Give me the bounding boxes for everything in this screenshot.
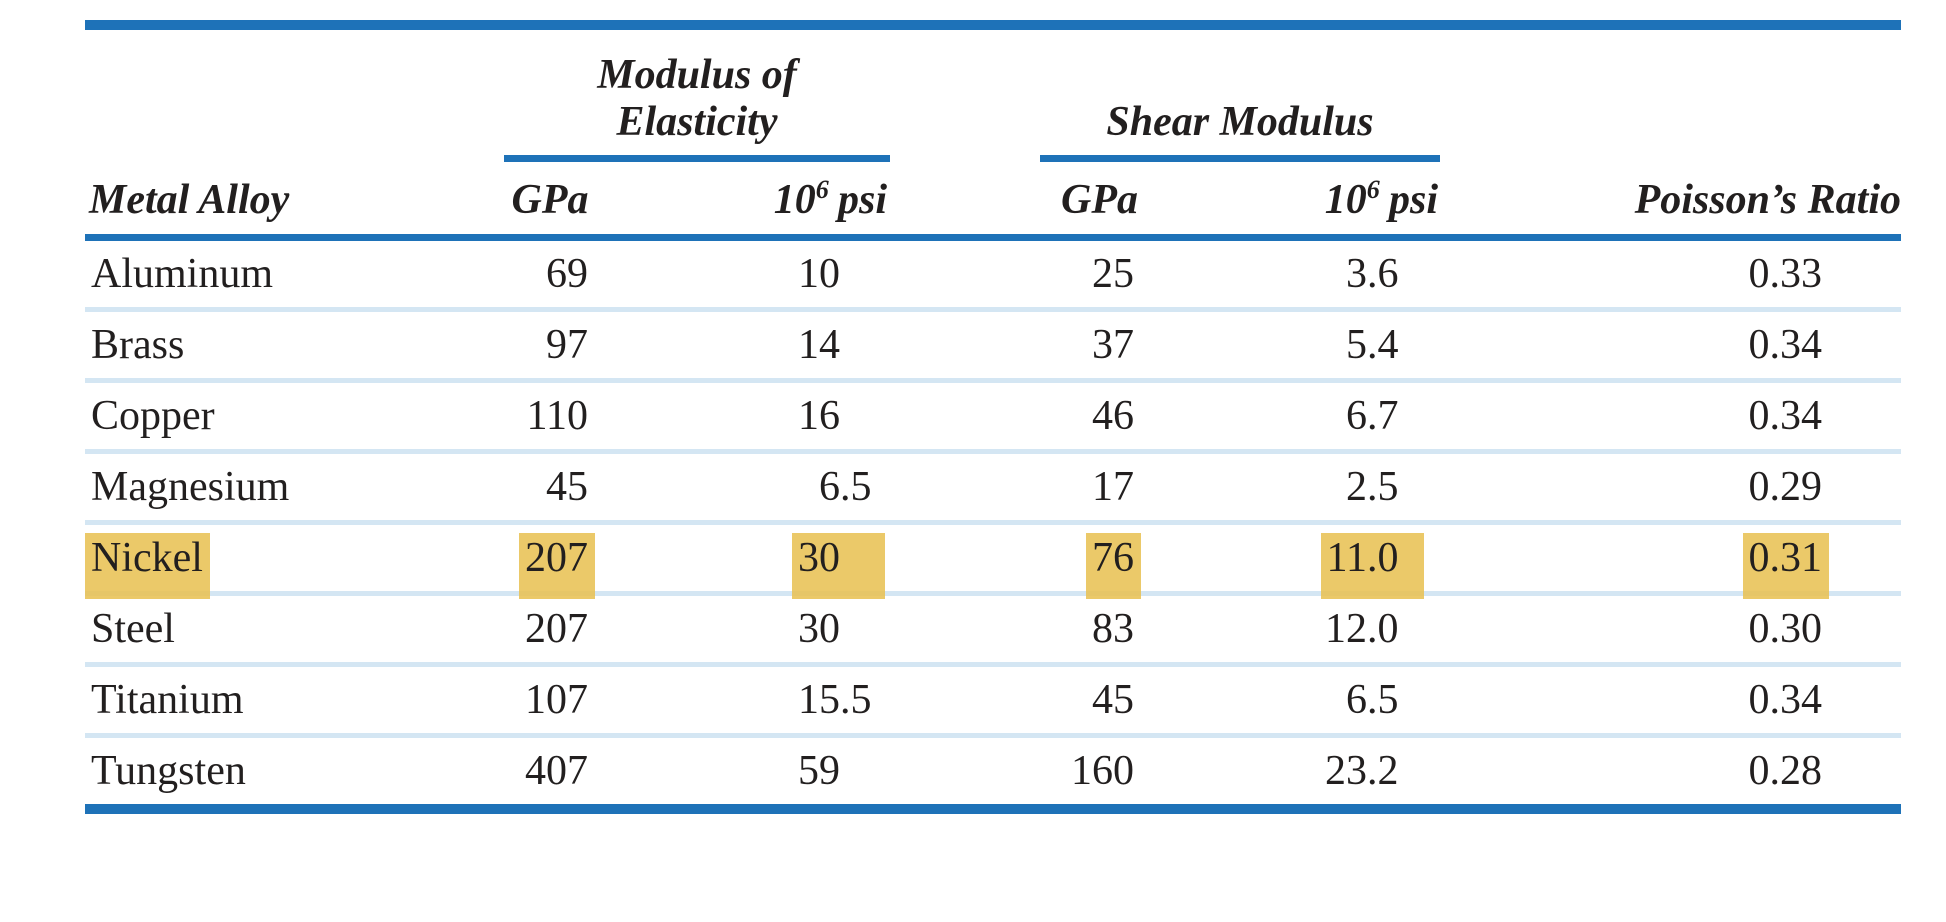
cell-poissons-ratio: 0.33 [1748, 251, 1823, 298]
group-header-spacer-left [85, 52, 460, 162]
cell-shear-modulus-gpa: 83 [1092, 606, 1134, 653]
cell-elastic-modulus-psi: 6.5 [819, 464, 872, 511]
table-body: Aluminum 69 10 25 3.6 0.33 Brass 97 14 3… [85, 241, 1901, 804]
cell-elastic-modulus-psi: 15.5 [798, 677, 872, 724]
cell-shear-modulus-gpa: 25 [1092, 251, 1134, 298]
cell-shear-modulus-psi: 5.4 [1346, 322, 1399, 369]
cell-alloy-name: Magnesium [91, 464, 290, 511]
table-bottom-rule [85, 804, 1901, 815]
cell-elastic-modulus-psi: 14 [798, 322, 840, 369]
elasticity-title-line2: Elasticity [616, 99, 778, 146]
cell-shear-modulus-gpa: 46 [1092, 393, 1134, 440]
cell-alloy-name: Tungsten [91, 748, 246, 795]
column-label-elastic-gpa: GPa [511, 177, 589, 224]
cell-shear-modulus-psi: 12.0 [1325, 606, 1399, 653]
cell-alloy-name: Brass [91, 322, 185, 369]
cell-shear-modulus-psi: 11.0 [1178, 533, 1440, 600]
cell-poissons-ratio: 0.34 [1748, 393, 1823, 440]
cell-shear-modulus-psi: 23.2 [1325, 748, 1399, 795]
cell-elastic-modulus-gpa: 207 [525, 606, 588, 653]
cell-alloy-name: Titanium [91, 677, 244, 724]
cell-elastic-modulus-gpa: 207 [460, 533, 640, 600]
cell-elastic-modulus-psi: 59 [798, 748, 840, 795]
table-row-titanium: Titanium 107 15.5 45 6.5 0.34 [85, 667, 1901, 739]
psi-unit: psi [1388, 177, 1438, 224]
table-row-steel: Steel 207 30 83 12.0 0.30 [85, 596, 1901, 668]
header-bottom-rule [85, 234, 1901, 242]
psi-exponent: 6 [1366, 175, 1380, 205]
cell-elastic-modulus-gpa: 69 [546, 251, 588, 298]
cell-shear-modulus-psi: 3.6 [1346, 251, 1399, 298]
cell-elastic-modulus-gpa: 45 [546, 464, 588, 511]
column-label-metal-alloy: Metal Alloy [89, 177, 290, 224]
elasticity-title-line1: Modulus of [597, 52, 797, 98]
psi-base: 10 [1324, 177, 1367, 224]
cell-shear-modulus-psi: 2.5 [1346, 464, 1399, 511]
shear-group-title: Shear Modulus [1106, 99, 1374, 146]
cell-shear-modulus-psi: 6.7 [1346, 393, 1399, 440]
column-label-shear-psi: 106 psi [1178, 175, 1440, 224]
cell-poissons-ratio: 0.30 [1748, 606, 1823, 653]
table-row-aluminum: Aluminum 69 10 25 3.6 0.33 [85, 241, 1901, 313]
cell-shear-modulus-gpa: 76 [890, 533, 1178, 600]
table-row-brass: Brass 97 14 37 5.4 0.34 [85, 312, 1901, 384]
cell-shear-modulus-gpa: 45 [1092, 677, 1134, 724]
column-label-row: Metal Alloy GPa 106 psi GPa 106 psi Poisso… [85, 162, 1901, 234]
cell-elastic-modulus-psi: 16 [798, 393, 840, 440]
column-label-shear-gpa: GPa [1061, 177, 1138, 224]
cell-alloy-name: Steel [91, 606, 175, 653]
cell-shear-modulus-gpa: 37 [1092, 322, 1134, 369]
cell-poissons-ratio: 0.29 [1748, 464, 1823, 511]
cell-elastic-modulus-gpa: 407 [525, 748, 588, 795]
cell-elastic-modulus-gpa: 110 [526, 393, 588, 440]
cell-poissons-ratio: 0.34 [1748, 322, 1823, 369]
elasticity-group-title: Modulus of Elasticity [504, 52, 890, 146]
group-header-row: Modulus of Elasticity Shear Modulus [85, 30, 1901, 163]
shear-group-rule [1040, 155, 1440, 163]
cell-poissons-ratio: 0.28 [1748, 748, 1823, 795]
psi-exponent: 6 [815, 175, 829, 205]
cell-alloy-name: Aluminum [91, 251, 274, 298]
table-row-tungsten: Tungsten 407 59 160 23.2 0.28 [85, 738, 1901, 804]
cell-elastic-modulus-psi: 30 [640, 533, 890, 600]
cell-shear-modulus-psi: 6.5 [1346, 677, 1399, 724]
cell-shear-modulus-gpa: 160 [1071, 748, 1134, 795]
cell-elastic-modulus-psi: 10 [798, 251, 840, 298]
cell-elastic-modulus-gpa: 97 [546, 322, 588, 369]
table-row-nickel: Nickel 207 30 76 11.0 0.31 [85, 525, 1901, 600]
elasticity-group-rule [504, 155, 890, 163]
table-row-copper: Copper 110 16 46 6.7 0.34 [85, 383, 1901, 455]
table-row-magnesium: Magnesium 45 6.5 17 2.5 0.29 [85, 454, 1901, 526]
cell-shear-modulus-gpa: 17 [1092, 464, 1134, 511]
metal-alloy-properties-table: Modulus of Elasticity Shear Modulus Metal… [85, 20, 1901, 815]
elasticity-group-header: Modulus of Elasticity [460, 52, 890, 163]
table-top-rule [85, 20, 1901, 30]
psi-base: 10 [773, 177, 816, 224]
cell-alloy-name: Copper [91, 393, 215, 440]
group-header-spacer-right [1440, 52, 1901, 162]
column-label-elastic-psi: 106 psi [640, 175, 890, 224]
column-label-poissons-ratio: Poisson’s Ratio [1634, 177, 1901, 224]
psi-unit: psi [837, 177, 887, 224]
cell-elastic-modulus-psi: 30 [798, 606, 840, 653]
cell-poissons-ratio: 0.31 [1440, 533, 1901, 600]
cell-alloy-name: Nickel [85, 533, 460, 600]
shear-group-header: Shear Modulus [890, 52, 1440, 163]
cell-elastic-modulus-gpa: 107 [525, 677, 588, 724]
cell-poissons-ratio: 0.34 [1748, 677, 1823, 724]
